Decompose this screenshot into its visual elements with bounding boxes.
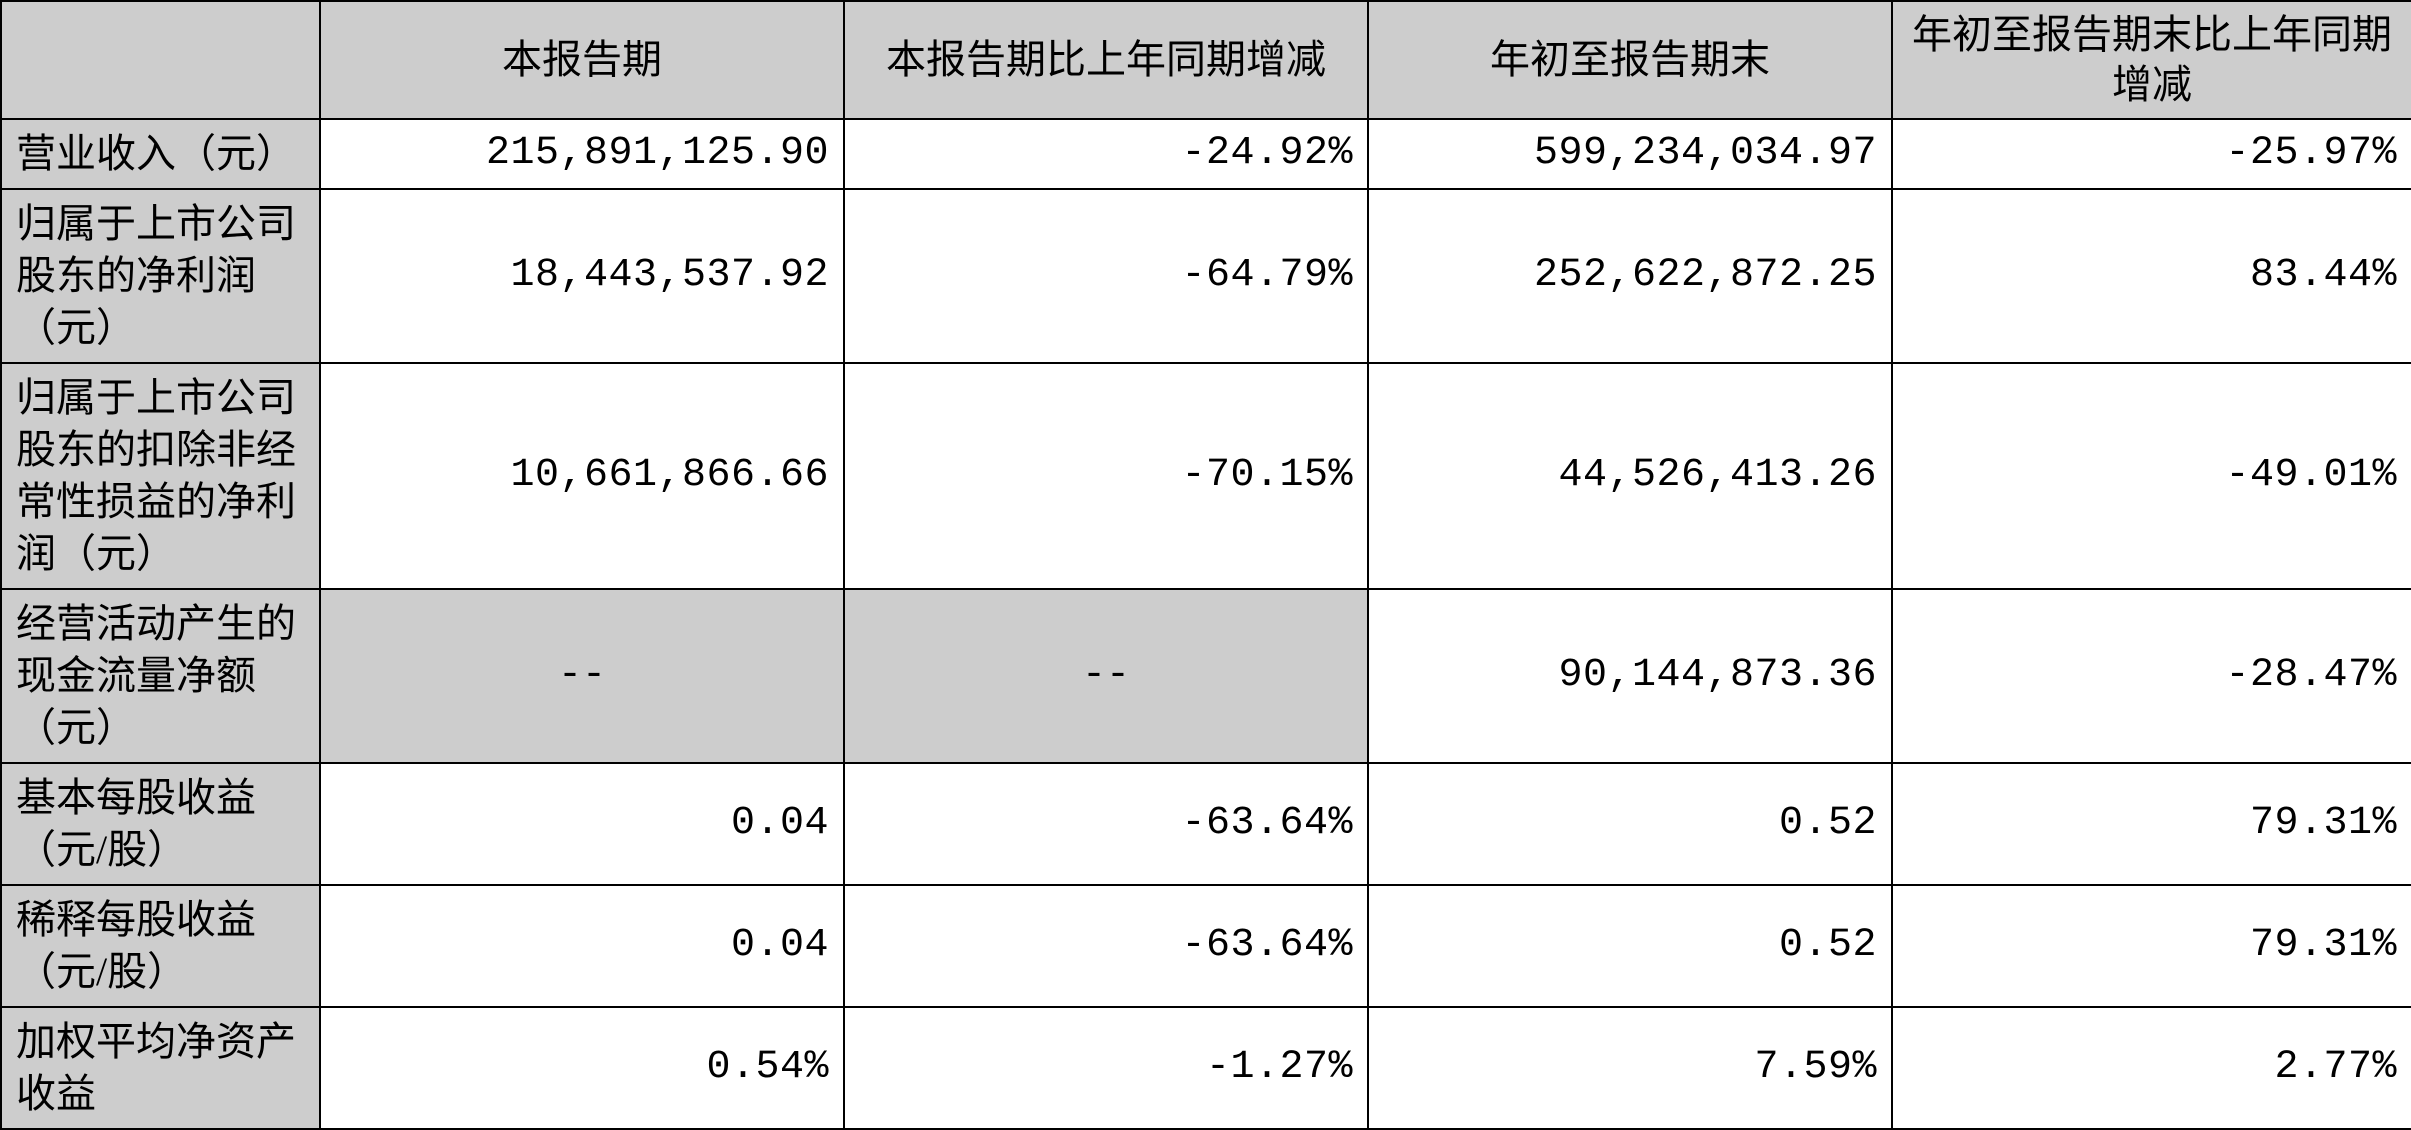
- cell-value: -63.64%: [844, 885, 1368, 1007]
- header-col4: 年初至报告期末比上年同期增减: [1892, 1, 2411, 119]
- cell-value: 0.52: [1368, 885, 1892, 1007]
- row-label: 基本每股收益（元/股）: [1, 763, 320, 885]
- cell-value: -28.47%: [1892, 589, 2411, 763]
- cell-value: 0.52: [1368, 763, 1892, 885]
- cell-value: -24.92%: [844, 119, 1368, 189]
- table-body: 营业收入（元）215,891,125.90-24.92%599,234,034.…: [1, 119, 2411, 1129]
- cell-value: -63.64%: [844, 763, 1368, 885]
- table-row: 归属于上市公司股东的扣除非经常性损益的净利润（元）10,661,866.66-7…: [1, 363, 2411, 589]
- cell-value: -25.97%: [1892, 119, 2411, 189]
- row-label: 经营活动产生的现金流量净额（元）: [1, 589, 320, 763]
- header-blank: [1, 1, 320, 119]
- cell-value: 44,526,413.26: [1368, 363, 1892, 589]
- row-label: 稀释每股收益（元/股）: [1, 885, 320, 1007]
- cell-value: 90,144,873.36: [1368, 589, 1892, 763]
- cell-value: 18,443,537.92: [320, 189, 844, 363]
- cell-value: --: [320, 589, 844, 763]
- table-header: 本报告期 本报告期比上年同期增减 年初至报告期末 年初至报告期末比上年同期增减: [1, 1, 2411, 119]
- cell-value: 10,661,866.66: [320, 363, 844, 589]
- table-row: 加权平均净资产收益0.54%-1.27%7.59%2.77%: [1, 1007, 2411, 1129]
- cell-value: 83.44%: [1892, 189, 2411, 363]
- table-row: 归属于上市公司股东的净利润（元）18,443,537.92-64.79%252,…: [1, 189, 2411, 363]
- cell-value: 599,234,034.97: [1368, 119, 1892, 189]
- cell-value: 79.31%: [1892, 885, 2411, 1007]
- cell-value: -64.79%: [844, 189, 1368, 363]
- table-row: 稀释每股收益（元/股）0.04-63.64%0.5279.31%: [1, 885, 2411, 1007]
- cell-value: 215,891,125.90: [320, 119, 844, 189]
- header-row: 本报告期 本报告期比上年同期增减 年初至报告期末 年初至报告期末比上年同期增减: [1, 1, 2411, 119]
- row-label: 营业收入（元）: [1, 119, 320, 189]
- cell-value: 252,622,872.25: [1368, 189, 1892, 363]
- header-col3: 年初至报告期末: [1368, 1, 1892, 119]
- header-col1: 本报告期: [320, 1, 844, 119]
- cell-value: 7.59%: [1368, 1007, 1892, 1129]
- cell-value: -70.15%: [844, 363, 1368, 589]
- cell-value: 2.77%: [1892, 1007, 2411, 1129]
- row-label: 加权平均净资产收益: [1, 1007, 320, 1129]
- cell-value: -1.27%: [844, 1007, 1368, 1129]
- cell-value: 0.04: [320, 763, 844, 885]
- cell-value: 0.54%: [320, 1007, 844, 1129]
- table-row: 基本每股收益（元/股）0.04-63.64%0.5279.31%: [1, 763, 2411, 885]
- cell-value: 0.04: [320, 885, 844, 1007]
- row-label: 归属于上市公司股东的净利润（元）: [1, 189, 320, 363]
- table-row: 经营活动产生的现金流量净额（元）----90,144,873.36-28.47%: [1, 589, 2411, 763]
- header-col2: 本报告期比上年同期增减: [844, 1, 1368, 119]
- row-label: 归属于上市公司股东的扣除非经常性损益的净利润（元）: [1, 363, 320, 589]
- cell-value: -49.01%: [1892, 363, 2411, 589]
- cell-value: 79.31%: [1892, 763, 2411, 885]
- cell-value: --: [844, 589, 1368, 763]
- financial-table: 本报告期 本报告期比上年同期增减 年初至报告期末 年初至报告期末比上年同期增减 …: [0, 0, 2411, 1130]
- table-row: 营业收入（元）215,891,125.90-24.92%599,234,034.…: [1, 119, 2411, 189]
